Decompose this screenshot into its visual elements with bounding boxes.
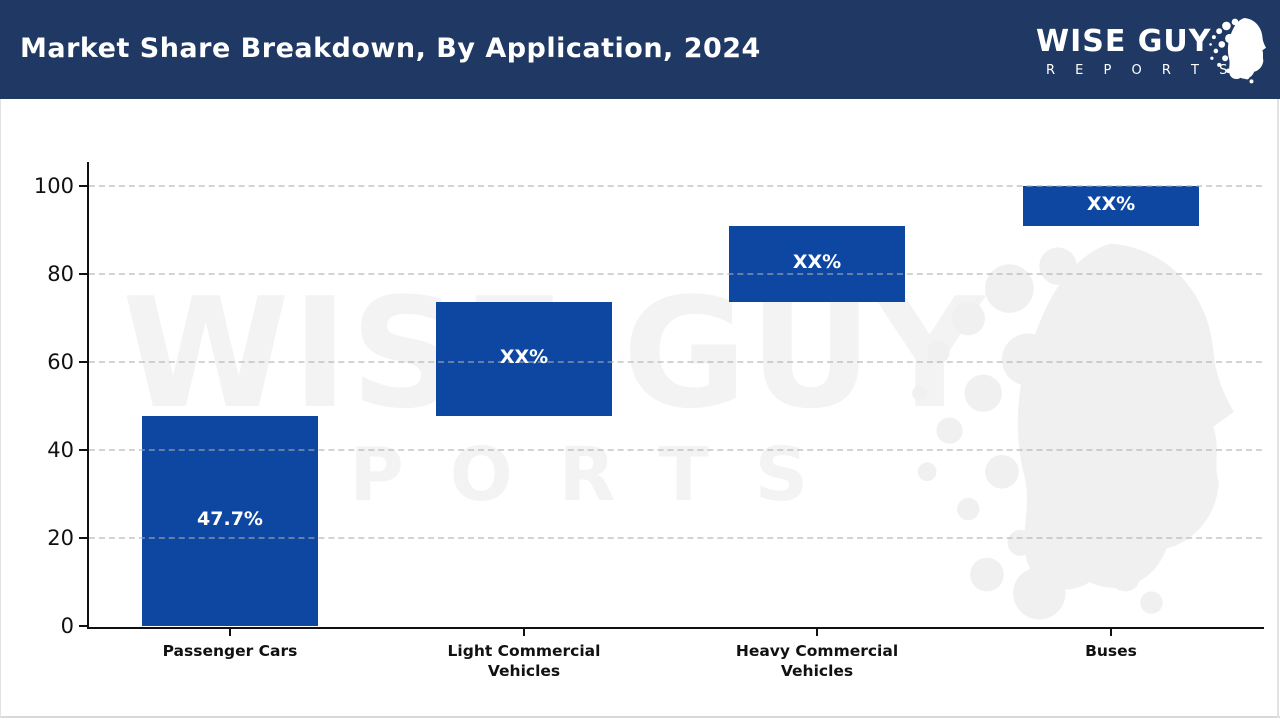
logo-wordmark: WISE GUY [1036,24,1212,59]
page-border-bottom [0,716,1280,718]
bar-segment [142,415,318,626]
watermark-face-icon [912,243,1234,620]
y-tick-label: 20 [47,525,74,550]
bar-value-label: XX% [792,251,842,274]
bar-segment [436,302,612,416]
brand-logo: WISE GUY R E P O R T S [1036,8,1267,92]
bar-segment [729,226,905,303]
y-tick-label: 0 [60,614,74,638]
page-border-right [1277,99,1279,718]
bar-value-label: XX% [499,346,549,369]
y-tick-mark [79,536,87,539]
x-tick-mark [816,629,818,636]
y-tick-mark [79,360,87,363]
logo-subtext: R E P O R T S [1046,63,1236,78]
y-tick-label: 80 [47,261,74,286]
x-axis-line [87,627,1264,629]
y-tick-mark [79,272,87,275]
chart-title: Market Share Breakdown, By Application, … [20,32,761,64]
y-tick-mark [79,625,87,627]
y-tick-mark [79,448,87,451]
page-border-left [0,99,1,718]
x-category-label: Buses [1085,642,1137,660]
gridline [89,360,1262,363]
gridline [89,536,1262,539]
y-tick-label: 40 [47,437,74,462]
x-category-label: Light Commercial Vehicles [447,642,601,680]
bar-value-label: XX% [1086,192,1136,215]
gridline [89,184,1262,187]
x-tick-mark [229,629,231,636]
logo-face-icon [1209,17,1267,84]
bar-value-label: 47.7% [197,507,263,530]
y-tick-label: 100 [33,173,74,198]
gridline [89,272,1262,275]
x-tick-mark [523,629,525,636]
x-category-label: Heavy Commercial Vehicles [735,642,899,680]
x-category-label: Passenger Cars [162,642,298,660]
y-axis-line [87,162,89,628]
gridline [89,448,1262,451]
x-tick-mark [1110,629,1112,636]
bar-segment [1023,185,1199,227]
y-tick-label: 60 [47,349,74,374]
y-tick-mark [79,184,87,187]
header-bar: Market Share Breakdown, By Application, … [0,0,1280,99]
